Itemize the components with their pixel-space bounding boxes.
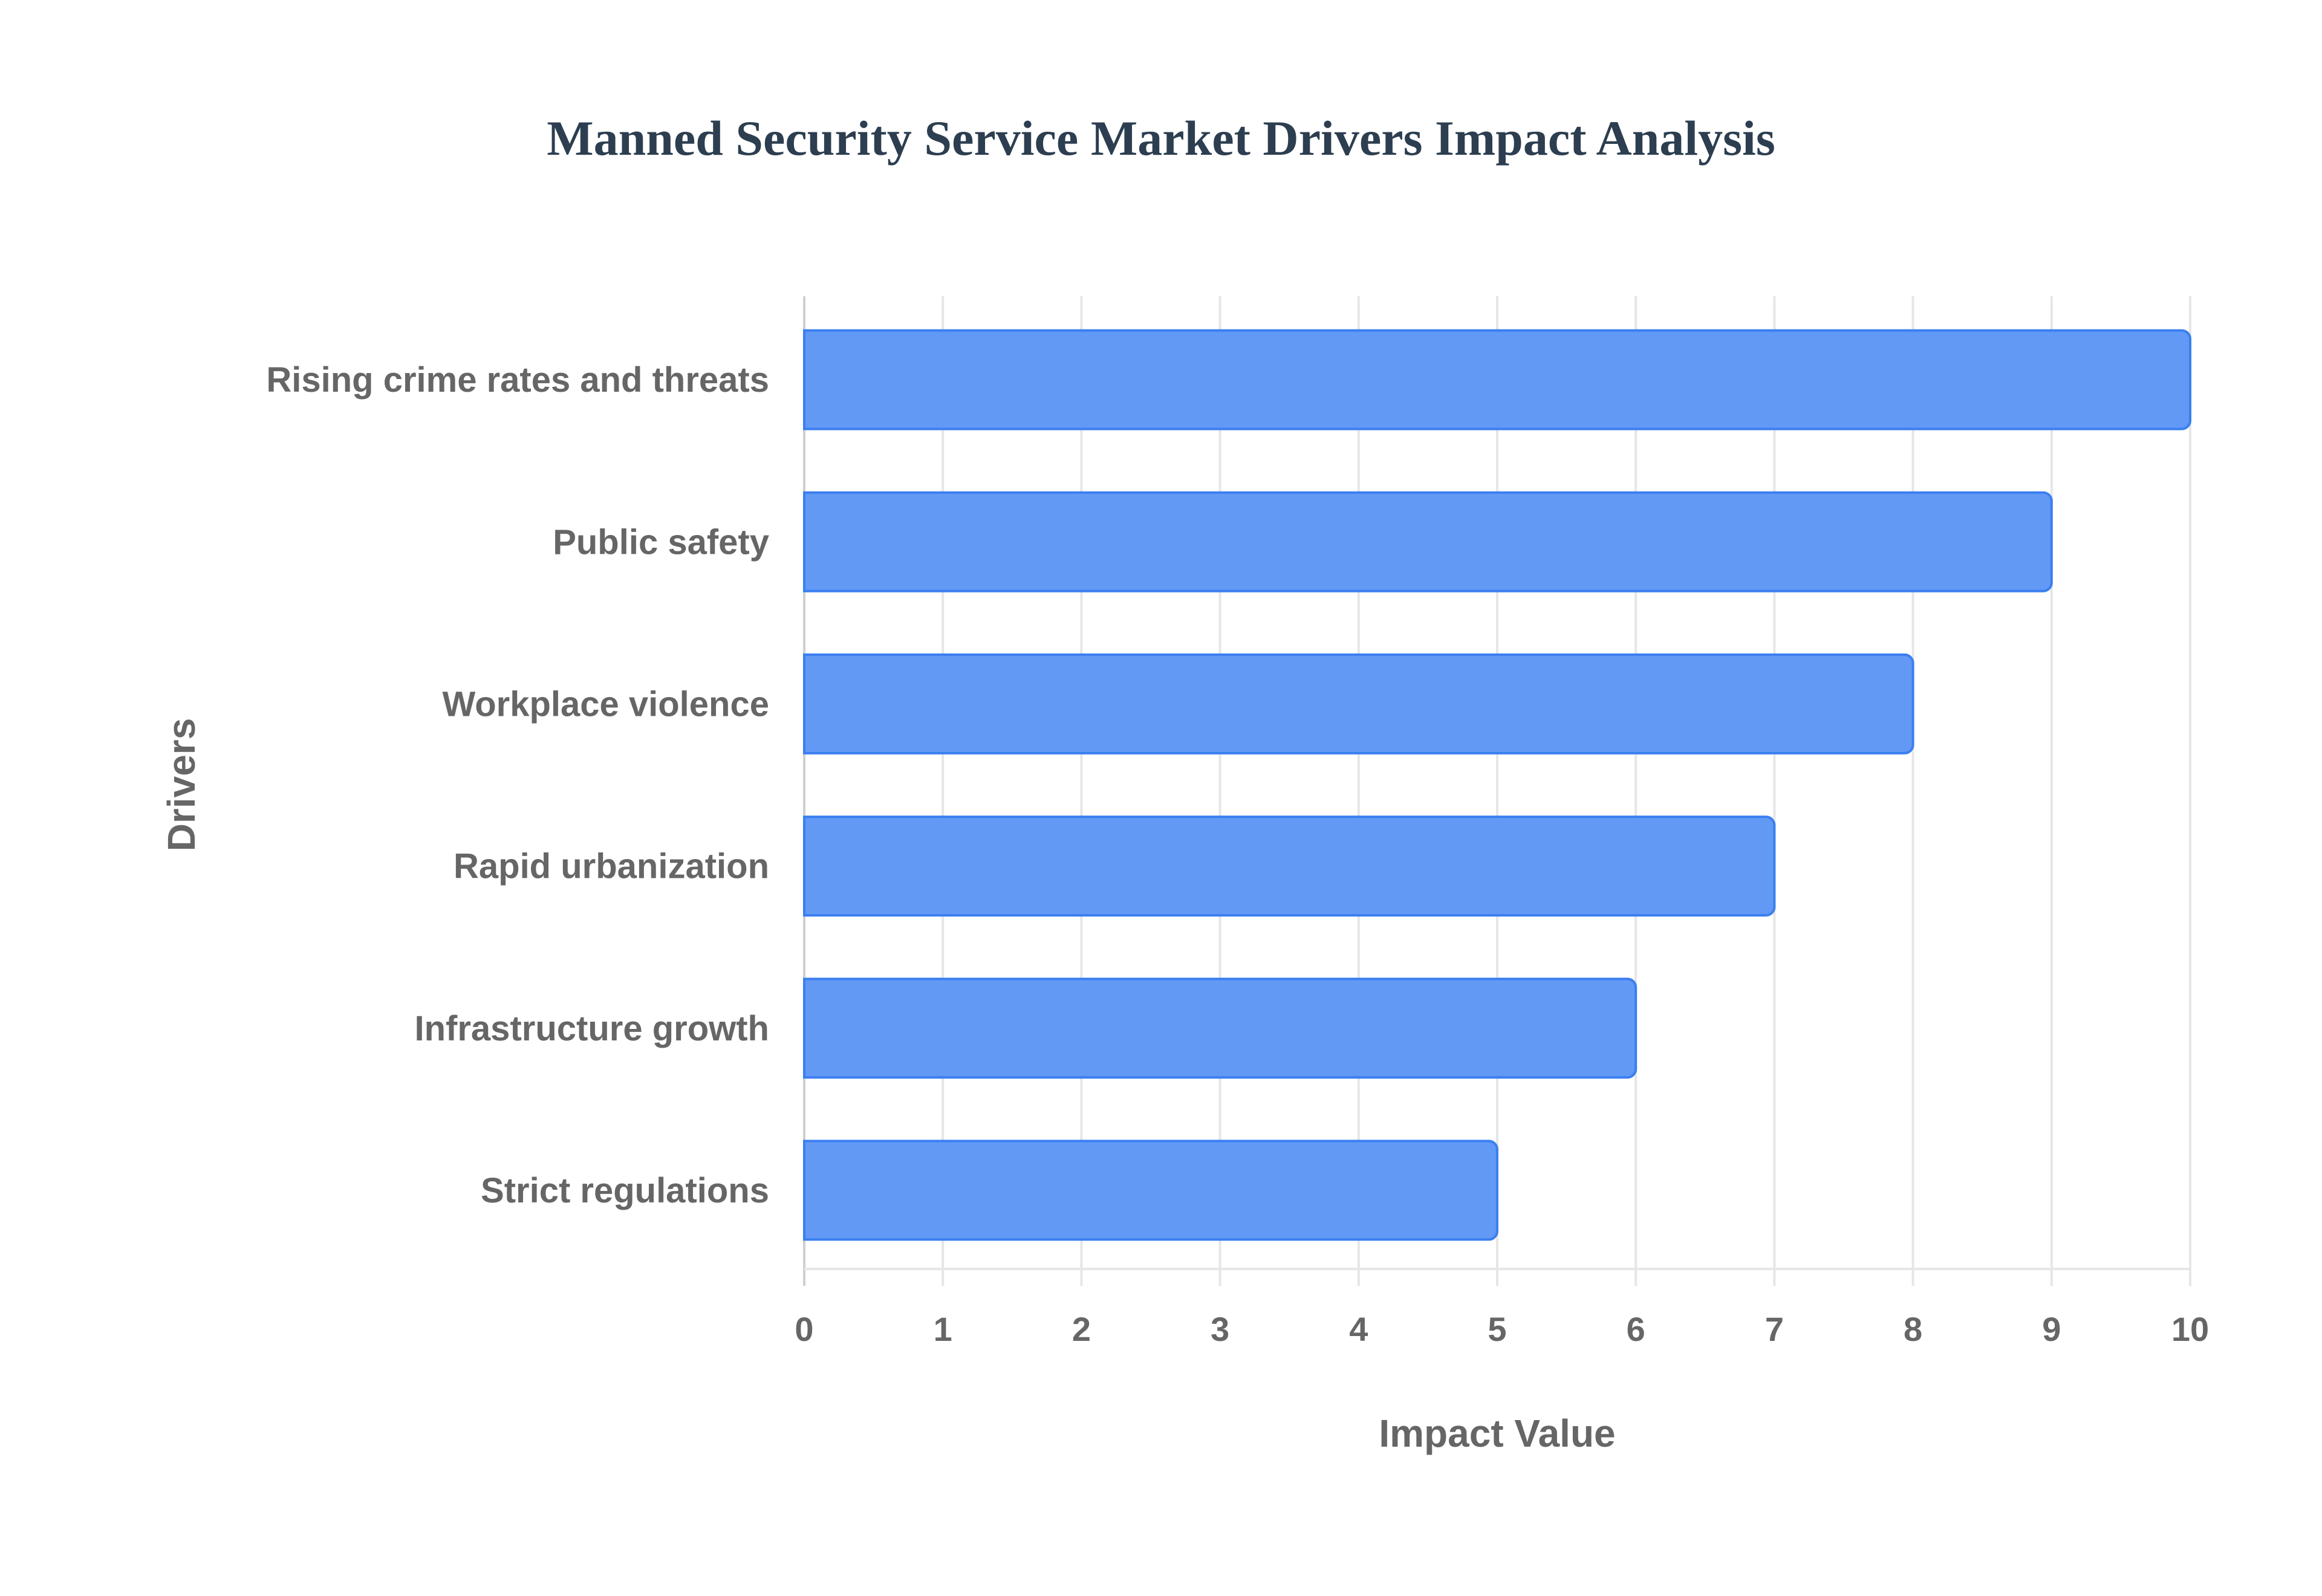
x-tick-label: 5 [1488,1310,1506,1348]
category-labels: Rising crime rates and threats Public saf… [266,360,769,1210]
x-tick-label: 7 [1765,1310,1784,1348]
bar[interactable] [803,329,2191,430]
bar[interactable] [803,816,1776,917]
bars [803,329,2191,1241]
category-label: Rapid urbanization [454,847,769,886]
bar[interactable] [803,491,2053,592]
bar[interactable] [803,653,1914,754]
category-label: Workplace violence [443,684,770,724]
category-label: Strict regulations [481,1171,769,1210]
x-tick-label: 10 [2171,1310,2209,1348]
x-tick-labels: 0 1 2 3 4 5 6 7 8 9 10 [795,1310,2209,1348]
bar[interactable] [803,978,1637,1079]
x-tick-label: 6 [1627,1310,1645,1348]
x-tick-label: 4 [1349,1310,1368,1348]
grid [803,296,2191,1286]
x-tick-label: 8 [1904,1310,1922,1348]
x-tick-label: 9 [2042,1310,2061,1348]
x-tick-label: 3 [1211,1310,1229,1348]
x-axis-title: Impact Value [1379,1412,1615,1455]
y-axis-title: Drivers [160,718,203,852]
x-tick-label: 1 [934,1310,952,1348]
category-label: Public safety [553,522,769,562]
category-label: Rising crime rates and threats [266,360,769,400]
category-label: Infrastructure growth [415,1009,770,1048]
chart-title: Manned Security Service Market Drivers I… [547,111,1775,166]
x-tick-label: 2 [1072,1310,1091,1348]
bar[interactable] [803,1140,1498,1241]
x-tick-label: 0 [795,1310,813,1348]
